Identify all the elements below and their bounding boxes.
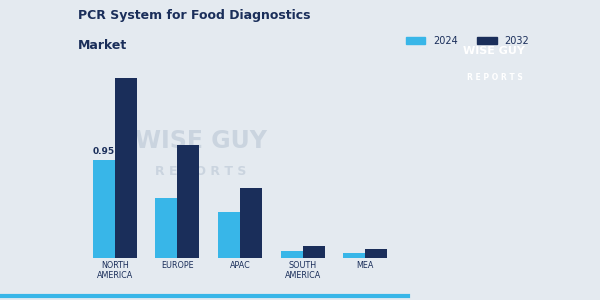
Text: R E P O R T S: R E P O R T S	[155, 165, 247, 178]
Text: WISE GUY: WISE GUY	[135, 129, 267, 153]
Bar	[93, 160, 115, 258]
Text: 0.95: 0.95	[92, 147, 115, 156]
Bar	[155, 198, 178, 258]
Bar	[240, 188, 262, 258]
Bar	[302, 246, 325, 258]
Bar	[281, 251, 302, 258]
Legend: 2024, 2032: 2024, 2032	[402, 32, 533, 50]
Bar	[343, 253, 365, 258]
Text: WISE GUY: WISE GUY	[463, 46, 526, 56]
Bar	[365, 249, 387, 258]
Text: Market: Market	[78, 39, 127, 52]
Bar	[218, 212, 240, 258]
Text: PCR System for Food Diagnostics: PCR System for Food Diagnostics	[78, 9, 311, 22]
Bar	[178, 145, 199, 258]
Bar	[115, 78, 137, 258]
Text: R E P O R T S: R E P O R T S	[467, 74, 522, 82]
